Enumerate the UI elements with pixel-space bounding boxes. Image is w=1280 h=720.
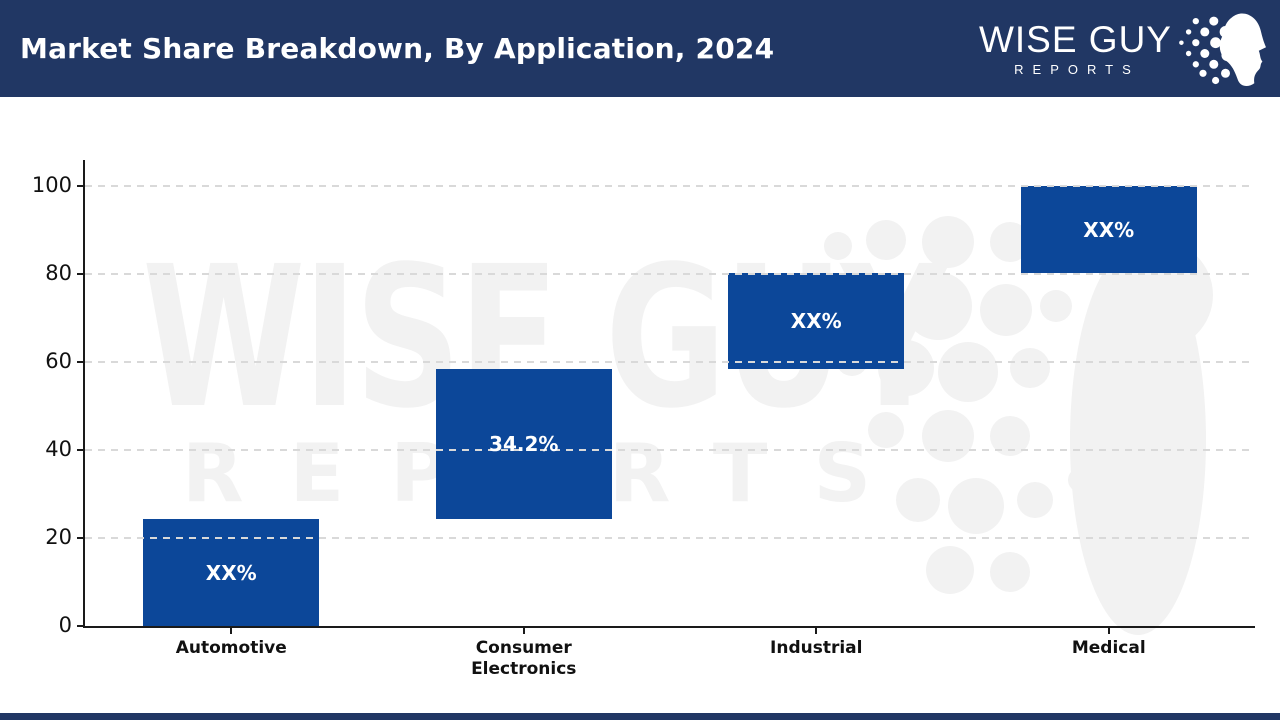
logo-head-icon (1179, 13, 1266, 86)
wiseguy-logo: WISE GUY REPORTS (979, 8, 1266, 90)
logo-name: WISE GUY (978, 18, 1172, 60)
bar-value-label-industrial: XX% (790, 308, 842, 333)
y-axis-tick-mark (77, 625, 85, 627)
y-axis-tick-mark (77, 449, 85, 451)
y-axis-tick-label: 20 (45, 525, 72, 549)
x-axis-label-industrial: Industrial (770, 638, 863, 658)
bar-value-label-consumer-electronics: 34.2% (489, 431, 559, 456)
y-axis-tick-label: 80 (45, 261, 72, 285)
gridline-60 (85, 361, 1255, 363)
x-axis-tick-mark (815, 627, 818, 634)
y-axis-tick-mark (77, 537, 85, 539)
logo-tagline: REPORTS (1014, 61, 1140, 77)
header-bar: Market Share Breakdown, By Application, … (0, 0, 1280, 97)
bar-value-label-medical: XX% (1083, 217, 1135, 242)
x-axis-label-automotive: Automotive (175, 638, 287, 658)
gridline-40 (85, 449, 1255, 451)
y-axis-tick-mark (77, 361, 85, 363)
logo-text: WISE GUY REPORTS (979, 21, 1172, 77)
gridline-80 (85, 273, 1255, 275)
footer-bar (0, 713, 1280, 720)
x-axis-label-consumer-electronics: Consumer Electronics (471, 638, 577, 680)
x-axis-tick-mark (522, 627, 525, 634)
page-title: Market Share Breakdown, By Application, … (20, 32, 775, 65)
bar-automotive (143, 519, 320, 626)
y-axis-tick-label: 0 (58, 613, 72, 637)
x-axis-label-medical: Medical (1071, 638, 1146, 658)
x-axis-tick-mark (1107, 627, 1110, 634)
x-axis-tick-mark (230, 627, 233, 634)
y-axis-tick-label: 100 (31, 173, 72, 197)
y-axis-tick-label: 40 (45, 437, 72, 461)
x-axis-line (83, 626, 1255, 628)
y-axis-tick-mark (77, 185, 85, 187)
gridline-100 (85, 185, 1255, 187)
bar-consumer-electronics (435, 368, 612, 520)
bar-medical (1020, 186, 1197, 274)
bar-industrial (728, 273, 905, 369)
y-axis-tick-label: 60 (45, 349, 72, 373)
gridline-20 (85, 537, 1255, 539)
y-axis-line (83, 160, 85, 628)
y-axis-tick-mark (77, 273, 85, 275)
bar-value-label-automotive: XX% (205, 560, 257, 585)
